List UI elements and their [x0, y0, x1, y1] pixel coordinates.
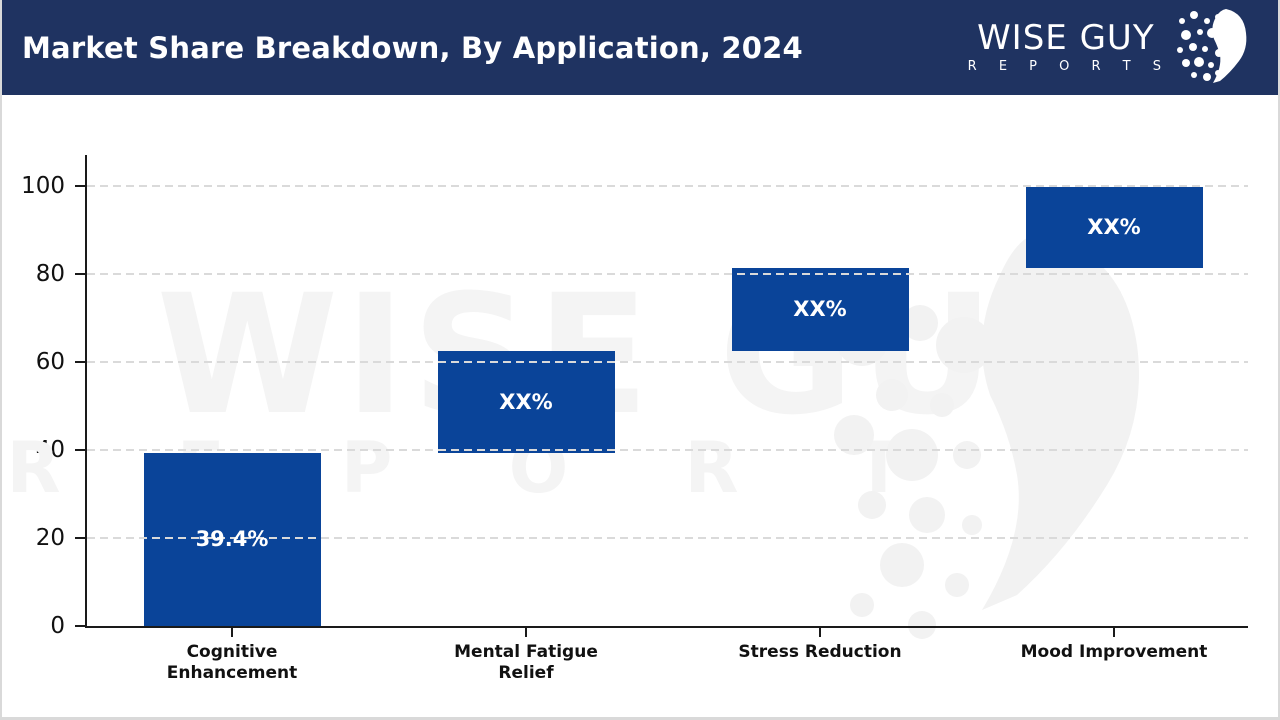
category-label-line: Mood Improvement — [1020, 642, 1208, 662]
plot-area: 39.4% XX% XX% XX% 0 20 40 60 80 100 Cognitive Enhan… — [21, 155, 1248, 683]
gridline — [87, 360, 1248, 363]
brand-logo: WISE GUY R E P O R T S — [962, 5, 1254, 91]
y-tick-label: 20 — [35, 524, 65, 551]
brand-subtitle: R E P O R T S — [967, 58, 1170, 74]
x-tick — [231, 628, 233, 637]
y-tick-label: 100 — [21, 172, 65, 199]
bar-value-label: 39.4% — [195, 527, 269, 552]
chart-title: Market Share Breakdown, By Application, … — [22, 30, 803, 65]
header: Market Share Breakdown, By Application, … — [2, 0, 1278, 95]
category-label: Stress Reduction — [700, 642, 940, 663]
y-tick-label: 60 — [35, 348, 65, 375]
category-label-line: Cognitive — [186, 642, 278, 662]
x-tick — [1113, 628, 1115, 637]
x-tick — [525, 628, 527, 637]
brand-head-icon — [1172, 5, 1254, 91]
bar — [1025, 186, 1203, 268]
bar — [143, 452, 321, 626]
bar — [437, 350, 615, 453]
category-label-line: Enhancement — [166, 663, 298, 683]
category-label: Mood Improvement — [994, 642, 1234, 663]
category-label-line: Relief — [498, 663, 554, 683]
category-label-line: Mental Fatigue — [454, 642, 598, 662]
gridline — [87, 184, 1248, 187]
y-tick — [75, 625, 85, 627]
y-tick-label: 80 — [35, 260, 65, 287]
y-tick — [75, 448, 85, 451]
brand-logo-text: WISE GUY R E P O R T S — [962, 18, 1170, 74]
x-axis-line — [85, 626, 1248, 628]
brand-name: WISE GUY — [977, 18, 1155, 59]
y-tick — [75, 360, 85, 363]
gridline — [87, 272, 1248, 275]
bar-value-label: XX% — [1087, 215, 1141, 240]
y-tick-label: 40 — [35, 436, 65, 463]
chart-area: WISE GUY R E P O R T S 39.4% XX% XX% XX% 0 20… — [2, 95, 1278, 717]
category-label: Mental Fatigue Relief — [406, 642, 646, 684]
category-label: Cognitive Enhancement — [112, 642, 352, 684]
x-tick — [819, 628, 821, 637]
category-label-line: Stress Reduction — [738, 642, 902, 662]
y-axis-line — [85, 155, 87, 628]
gridline — [87, 448, 1248, 451]
gridline — [87, 536, 1248, 539]
y-tick — [75, 184, 85, 187]
y-tick — [75, 536, 85, 539]
bar-value-label: XX% — [499, 389, 553, 414]
bar — [731, 267, 909, 351]
y-tick-label: 0 — [50, 613, 65, 639]
y-tick — [75, 272, 85, 275]
bar-value-label: XX% — [793, 297, 847, 322]
